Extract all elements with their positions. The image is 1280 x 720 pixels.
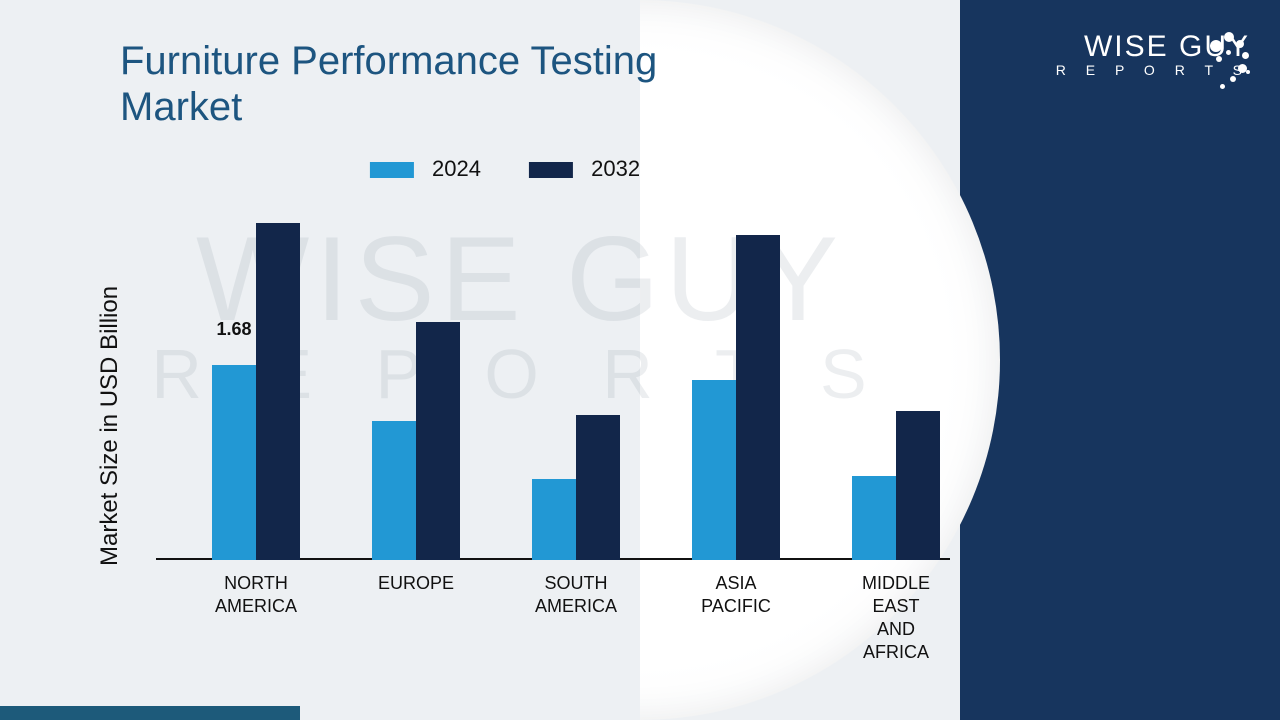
brand-logo: WISE GUY R E P O R T S <box>1056 30 1250 78</box>
legend-swatch-icon <box>529 162 573 178</box>
legend-label: 2032 <box>591 156 640 181</box>
bar <box>896 411 940 560</box>
bar-group <box>516 415 636 560</box>
bar <box>532 479 576 560</box>
x-axis-labels: NORTHAMERICA EUROPE SOUTHAMERICA ASIAPACIFI… <box>156 560 950 710</box>
bar-group <box>356 322 476 560</box>
bar <box>692 380 736 560</box>
bar-group <box>836 411 956 560</box>
bar <box>256 223 300 560</box>
brand-sub: R E P O R T S <box>1056 62 1250 78</box>
chart-legend: 2024 2032 <box>370 156 640 182</box>
bar <box>852 476 896 560</box>
x-tick-label: MIDDLEEASTANDAFRICA <box>826 572 966 664</box>
bar-chart: Market Size in USD Billion 2024 2032 1.6… <box>60 150 950 710</box>
legend-label: 2024 <box>432 156 481 181</box>
bar-group <box>676 235 796 560</box>
brand-main: WISE GUY <box>1056 30 1250 64</box>
legend-item: 2024 <box>370 156 481 182</box>
bar <box>576 415 620 560</box>
bar <box>416 322 460 560</box>
chart-title: Furniture Performance Testing Market <box>120 38 740 130</box>
x-tick-label: NORTHAMERICA <box>186 572 326 618</box>
x-tick-label: ASIAPACIFIC <box>666 572 806 618</box>
bar <box>372 421 416 560</box>
x-tick-label: EUROPE <box>346 572 486 595</box>
legend-item: 2032 <box>529 156 640 182</box>
plot-area: 1.68 <box>156 200 950 560</box>
bar-group <box>196 223 316 560</box>
y-axis-label: Market Size in USD Billion <box>96 286 124 566</box>
bar <box>212 365 256 560</box>
chart-card: WISE GUY R E P O R T S Furniture Perform… <box>0 0 1280 720</box>
bar-value-label: 1.68 <box>216 319 251 340</box>
x-tick-label: SOUTHAMERICA <box>506 572 646 618</box>
side-panel <box>960 0 1280 720</box>
legend-swatch-icon <box>370 162 414 178</box>
bar <box>736 235 780 560</box>
